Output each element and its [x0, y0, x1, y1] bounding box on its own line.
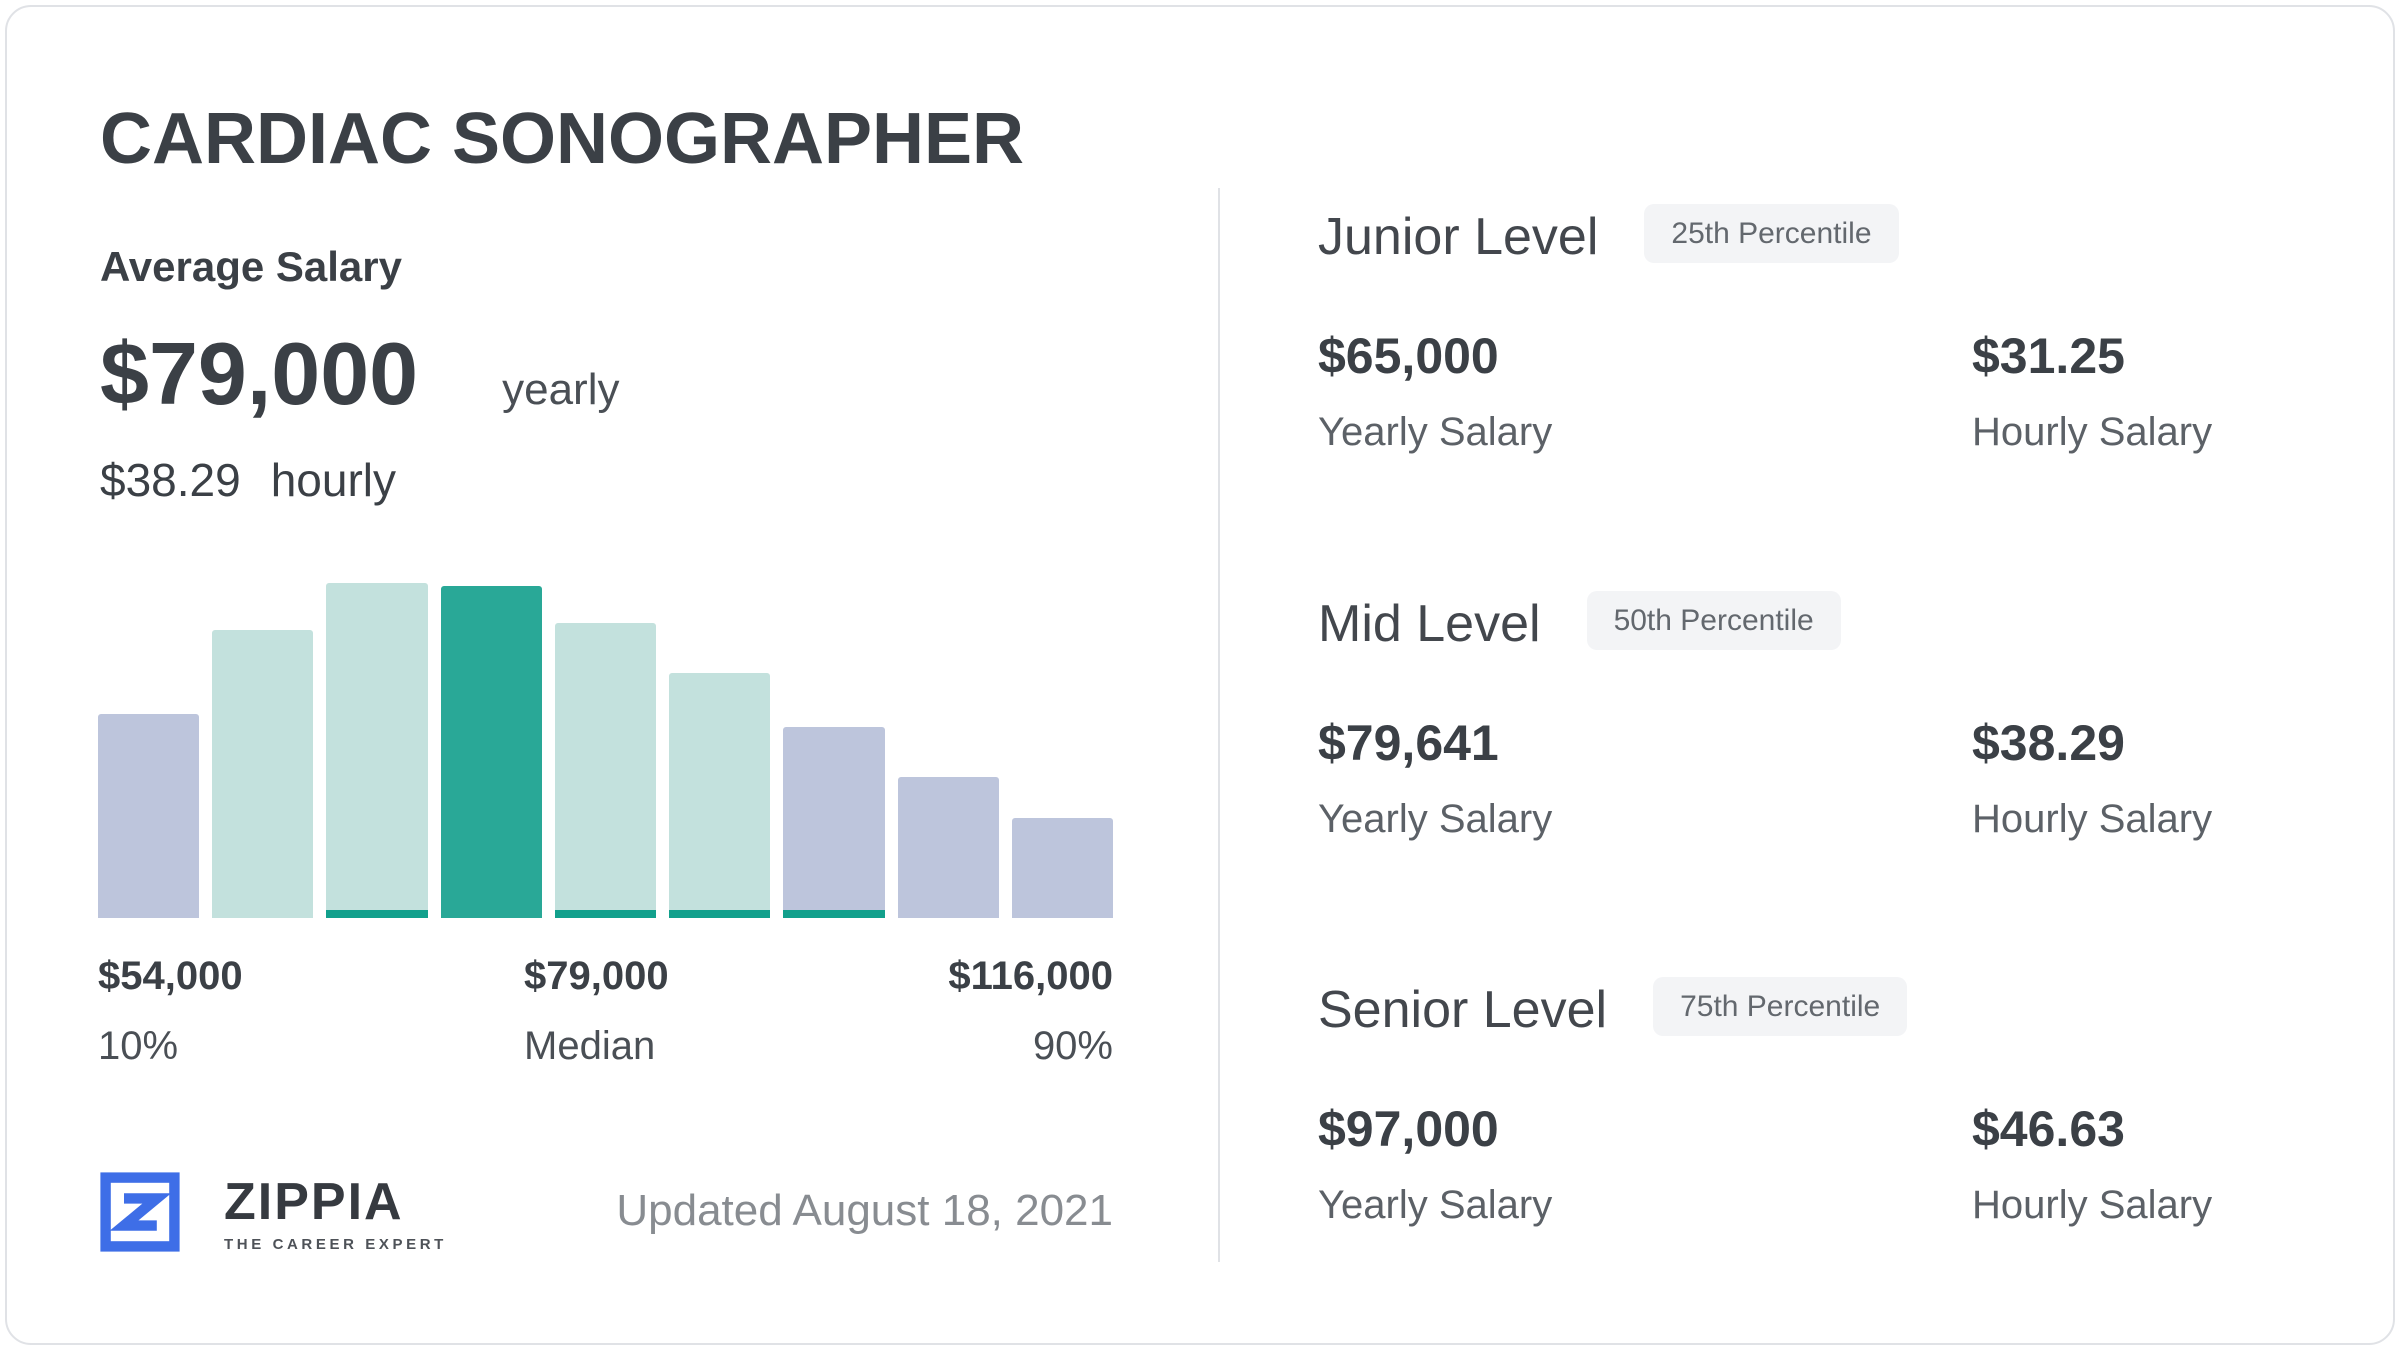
hourly-amount: $31.25	[1972, 327, 2125, 384]
histogram-bar	[326, 583, 428, 918]
histogram-bar	[783, 727, 885, 918]
mid-level-section: Mid Level 50th Percentile $79,641 Yearly…	[1318, 591, 2348, 843]
histogram-bar	[669, 673, 771, 918]
yearly-label: Yearly Salary	[1318, 1182, 1553, 1227]
percentile-badge: 25th Percentile	[1644, 204, 1899, 264]
yearly-salary-row: $79,000 yearly	[100, 324, 620, 423]
yearly-salary-unit: yearly	[502, 365, 620, 414]
salary-histogram-bars	[98, 583, 1113, 918]
yearly-label: Yearly Salary	[1318, 796, 1553, 841]
marker-10th-percentile: $54,000 10%	[98, 952, 243, 1070]
brand-name: ZIPPIA	[224, 1173, 404, 1231]
hourly-amount: $46.63	[1972, 1100, 2125, 1157]
yearly-amount: $65,000	[1318, 327, 1499, 384]
average-salary-heading: Average Salary	[100, 243, 402, 290]
marker-value: $116,000	[948, 954, 1113, 998]
histogram-bar	[554, 623, 657, 918]
vertical-divider	[1218, 188, 1220, 1262]
hourly-salary-unit: hourly	[270, 454, 396, 506]
zippia-z-icon	[100, 1172, 180, 1252]
brand-tagline: THE CAREER EXPERT	[224, 1236, 447, 1253]
junior-level-header: Junior Level 25th Percentile	[1318, 204, 2348, 268]
histogram-bar	[212, 629, 314, 918]
yearly-amount: $79,641	[1318, 714, 1499, 771]
updated-date: Updated August 18, 2021	[616, 1186, 1113, 1235]
senior-level-values: $97,000 Yearly Salary $46.63 Hourly Sala…	[1318, 1099, 2348, 1229]
yearly-label: Yearly Salary	[1318, 409, 1553, 454]
histogram-bar	[440, 586, 542, 918]
hourly-value-block: $31.25 Hourly Salary	[1972, 326, 2348, 456]
marker-value: $54,000	[98, 954, 243, 998]
hourly-salary-row: $38.29 hourly	[100, 455, 396, 506]
histogram-bar	[98, 713, 200, 918]
salary-histogram-markers: $54,000 10% $79,000 Median $116,000 90%	[98, 952, 1113, 1082]
yearly-value-block: $97,000 Yearly Salary	[1318, 1099, 1972, 1229]
junior-level-values: $65,000 Yearly Salary $31.25 Hourly Sala…	[1318, 326, 2348, 456]
hourly-value-block: $46.63 Hourly Salary	[1972, 1099, 2348, 1229]
hourly-label: Hourly Salary	[1972, 796, 2213, 841]
yearly-value-block: $65,000 Yearly Salary	[1318, 326, 1972, 456]
marker-label: 90%	[1032, 1024, 1113, 1068]
hourly-label: Hourly Salary	[1972, 1182, 2213, 1227]
mid-level-values: $79,641 Yearly Salary $38.29 Hourly Sala…	[1318, 713, 2348, 843]
percentile-badge: 75th Percentile	[1653, 977, 1908, 1037]
level-name: Senior Level	[1318, 981, 1608, 1039]
marker-value: $79,000	[524, 954, 669, 998]
marker-label: Median	[524, 1024, 656, 1068]
level-name: Junior Level	[1318, 208, 1599, 266]
marker-90th-percentile: $116,000 90%	[948, 952, 1113, 1070]
yearly-value-block: $79,641 Yearly Salary	[1318, 713, 1972, 843]
hourly-label: Hourly Salary	[1972, 409, 2213, 454]
page-title: CARDIAC SONOGRAPHER	[100, 99, 1025, 179]
mid-level-header: Mid Level 50th Percentile	[1318, 591, 2348, 655]
histogram-bar	[897, 777, 999, 918]
histogram-bar	[1011, 817, 1113, 918]
hourly-amount: $38.29	[1972, 714, 2125, 771]
senior-level-section: Senior Level 75th Percentile $97,000 Yea…	[1318, 977, 2348, 1229]
hourly-value-block: $38.29 Hourly Salary	[1972, 713, 2348, 843]
zippia-wordmark: ZIPPIA THE CAREER EXPERT	[224, 1172, 447, 1252]
hourly-salary-amount: $38.29	[100, 454, 241, 506]
marker-median: $79,000 Median	[524, 952, 669, 1070]
junior-level-section: Junior Level 25th Percentile $65,000 Yea…	[1318, 204, 2348, 456]
senior-level-header: Senior Level 75th Percentile	[1318, 977, 2348, 1041]
marker-label: 10%	[98, 1024, 179, 1068]
yearly-amount: $97,000	[1318, 1100, 1499, 1157]
zippia-logo: ZIPPIA THE CAREER EXPERT	[100, 1172, 447, 1252]
yearly-salary-amount: $79,000	[100, 324, 419, 423]
level-name: Mid Level	[1318, 595, 1541, 653]
percentile-badge: 50th Percentile	[1586, 591, 1841, 651]
